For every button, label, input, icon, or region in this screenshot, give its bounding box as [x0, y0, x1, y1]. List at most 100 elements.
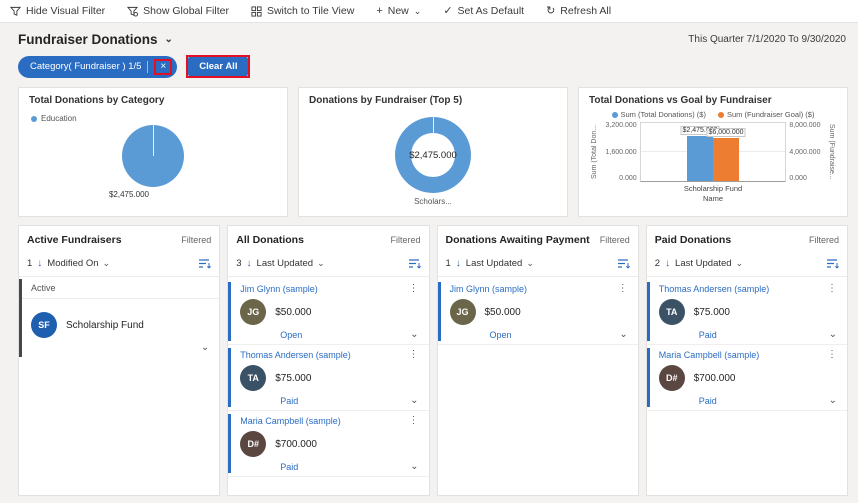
- donation-item[interactable]: Thomas Andersen (sample) ⋮ TA $75.000 Pa…: [646, 279, 847, 345]
- axis-tick: 4,000.000: [789, 148, 821, 156]
- switch-to-tile-view-button[interactable]: Switch to Tile View: [251, 5, 354, 17]
- stream-title: All Donations: [236, 234, 304, 246]
- x-axis: Scholarship Fund Name: [589, 184, 837, 204]
- expand-chevron-icon[interactable]: ⌄: [410, 461, 419, 472]
- more-options-icon[interactable]: ⋮: [408, 349, 419, 360]
- avatar: TA: [240, 365, 267, 391]
- status-link[interactable]: Paid: [280, 462, 299, 472]
- dashboard-selector[interactable]: Fundraiser Donations ⌄: [18, 32, 173, 47]
- donation-item[interactable]: Maria Campbell (sample) ⋮ D# $700.000 Pa…: [228, 411, 429, 477]
- avatar-initials: D#: [247, 439, 259, 449]
- sort-field-label: Last Updated: [465, 258, 523, 269]
- expand-chevron-icon[interactable]: ⌄: [828, 329, 837, 340]
- expand-chevron-icon[interactable]: ⌄: [828, 395, 837, 406]
- bar-goal[interactable]: $6,000.000: [706, 127, 746, 181]
- avatar-initials: TA: [666, 307, 678, 317]
- visual-filter-icon: [10, 6, 21, 16]
- record-link[interactable]: Maria Campbell (sample): [658, 350, 760, 360]
- stream-sort-bar: 3 ↓ Last Updated ⌄: [228, 251, 429, 277]
- expand-chevron-icon[interactable]: ⌄: [200, 342, 210, 353]
- clear-all-button[interactable]: Clear All: [188, 57, 249, 76]
- more-options-icon[interactable]: ⋮: [827, 283, 837, 294]
- bar-total-donations[interactable]: $2,475.000: [680, 126, 720, 181]
- record-link[interactable]: Thomas Andersen (sample): [658, 284, 770, 294]
- set-as-default-button[interactable]: ✓ Set As Default: [443, 5, 524, 17]
- donation-amount: $50.000: [275, 306, 312, 318]
- sort-field-dropdown[interactable]: Last Updated ⌄: [675, 258, 743, 269]
- sort-direction-icon[interactable]: ↓: [37, 257, 43, 269]
- x-axis-title: Name: [702, 194, 723, 204]
- expand-chevron-icon[interactable]: ⌄: [410, 329, 419, 340]
- donation-amount: $700.000: [275, 438, 317, 450]
- time-frame-label: This Quarter 7/1/2020 To 9/30/2020: [688, 34, 846, 45]
- status-link[interactable]: Paid: [698, 396, 717, 406]
- avatar-initials: SF: [38, 320, 50, 330]
- chip-close-icon[interactable]: ×: [160, 60, 167, 72]
- sort-direction-icon[interactable]: ↓: [246, 257, 252, 269]
- stream-settings-icon[interactable]: [198, 258, 212, 269]
- donut-category-label: Scholars...: [414, 197, 452, 206]
- sort-direction-icon[interactable]: ↓: [665, 257, 671, 269]
- sort-field-dropdown[interactable]: Last Updated ⌄: [466, 258, 534, 269]
- record-link[interactable]: Thomas Andersen (sample): [240, 350, 351, 360]
- stream-active-fundraisers: Active Fundraisers Filtered 1 ↓ Modified…: [18, 225, 221, 496]
- donut-segment-scholarship[interactable]: $2,475.000: [395, 117, 471, 193]
- sort-field-dropdown[interactable]: Modified On ⌄: [47, 258, 110, 269]
- donation-item[interactable]: Maria Campbell (sample) ⋮ D# $700.000 Pa…: [646, 345, 847, 411]
- sort-field-label: Last Updated: [675, 258, 732, 269]
- expand-chevron-icon[interactable]: ⌄: [410, 395, 419, 406]
- filtered-badge: Filtered: [181, 235, 212, 245]
- legend-item-fundraiser-goal[interactable]: Sum (Fundraiser Goal) ($): [717, 110, 815, 119]
- filter-chip-category[interactable]: Category( Fundraiser ) 1/5 ×: [18, 55, 178, 78]
- filter-chip-label: Category( Fundraiser ) 1/5: [30, 61, 142, 72]
- avatar-initials: JG: [247, 307, 260, 317]
- more-options-icon[interactable]: ⋮: [408, 415, 419, 426]
- legend-label: Sum (Fundraiser Goal) ($): [726, 110, 815, 119]
- pie-chart: $2,475.000: [29, 125, 277, 199]
- record-link[interactable]: Jim Glynn (sample): [449, 284, 528, 294]
- right-axis-ticks: 8,000.000 4,000.000 0.000: [786, 122, 826, 182]
- legend-dot: [717, 111, 724, 118]
- command-label: Set As Default: [457, 5, 525, 17]
- stream-settings-icon[interactable]: [617, 258, 630, 269]
- donation-amount: $50.000: [484, 306, 521, 318]
- title-bar: Fundraiser Donations ⌄ This Quarter 7/1/…: [0, 23, 858, 51]
- more-options-icon[interactable]: ⋮: [408, 283, 419, 294]
- expand-chevron-icon[interactable]: ⌄: [619, 329, 628, 340]
- avatar-initials: JG: [456, 307, 469, 317]
- status-link[interactable]: Open: [489, 330, 512, 340]
- status-link[interactable]: Paid: [280, 396, 299, 406]
- more-options-icon[interactable]: ⋮: [617, 283, 628, 294]
- filtered-badge: Filtered: [599, 235, 630, 245]
- chevron-down-icon: ⌄: [735, 258, 744, 268]
- stream-settings-icon[interactable]: [826, 258, 839, 269]
- legend-item-education[interactable]: Education: [31, 114, 277, 123]
- refresh-all-button[interactable]: ↻ Refresh All: [546, 5, 611, 17]
- record-link[interactable]: Jim Glynn (sample): [240, 284, 318, 294]
- sort-field-dropdown[interactable]: Last Updated ⌄: [257, 258, 325, 269]
- donation-item[interactable]: Thomas Andersen (sample) ⋮ TA $75.000 Pa…: [228, 345, 429, 411]
- show-global-filter-button[interactable]: Show Global Filter: [127, 5, 229, 17]
- stream-title: Active Fundraisers: [27, 234, 122, 246]
- donation-item[interactable]: Jim Glynn (sample) ⋮ JG $50.000 Open ⌄: [437, 279, 638, 345]
- group-active: Active SF Scholarship Fund ⌄: [19, 279, 220, 357]
- chevron-down-icon: ⌄: [102, 258, 111, 268]
- stream-settings-icon[interactable]: [408, 258, 421, 269]
- sort-direction-icon[interactable]: ↓: [455, 257, 461, 269]
- avatar: TA: [658, 299, 685, 325]
- more-options-icon[interactable]: ⋮: [827, 349, 837, 360]
- fundraiser-item[interactable]: SF Scholarship Fund ⌄: [19, 299, 219, 357]
- new-button[interactable]: + New ⌄: [376, 5, 421, 17]
- status-link[interactable]: Paid: [698, 330, 717, 340]
- check-icon: ✓: [443, 4, 453, 17]
- avatar: D#: [240, 431, 267, 457]
- status-link[interactable]: Open: [280, 330, 303, 340]
- hide-visual-filter-button[interactable]: Hide Visual Filter: [10, 5, 105, 17]
- legend-item-total-donations[interactable]: Sum (Total Donations) ($): [611, 110, 706, 119]
- record-link[interactable]: Maria Campbell (sample): [240, 416, 341, 426]
- donation-amount: $75.000: [693, 306, 730, 318]
- record-count: 2: [654, 258, 661, 269]
- donation-item[interactable]: Jim Glynn (sample) ⋮ JG $50.000 Open ⌄: [228, 279, 429, 345]
- pie-slice-education[interactable]: [122, 125, 184, 187]
- axis-tick: 0.000: [619, 175, 637, 182]
